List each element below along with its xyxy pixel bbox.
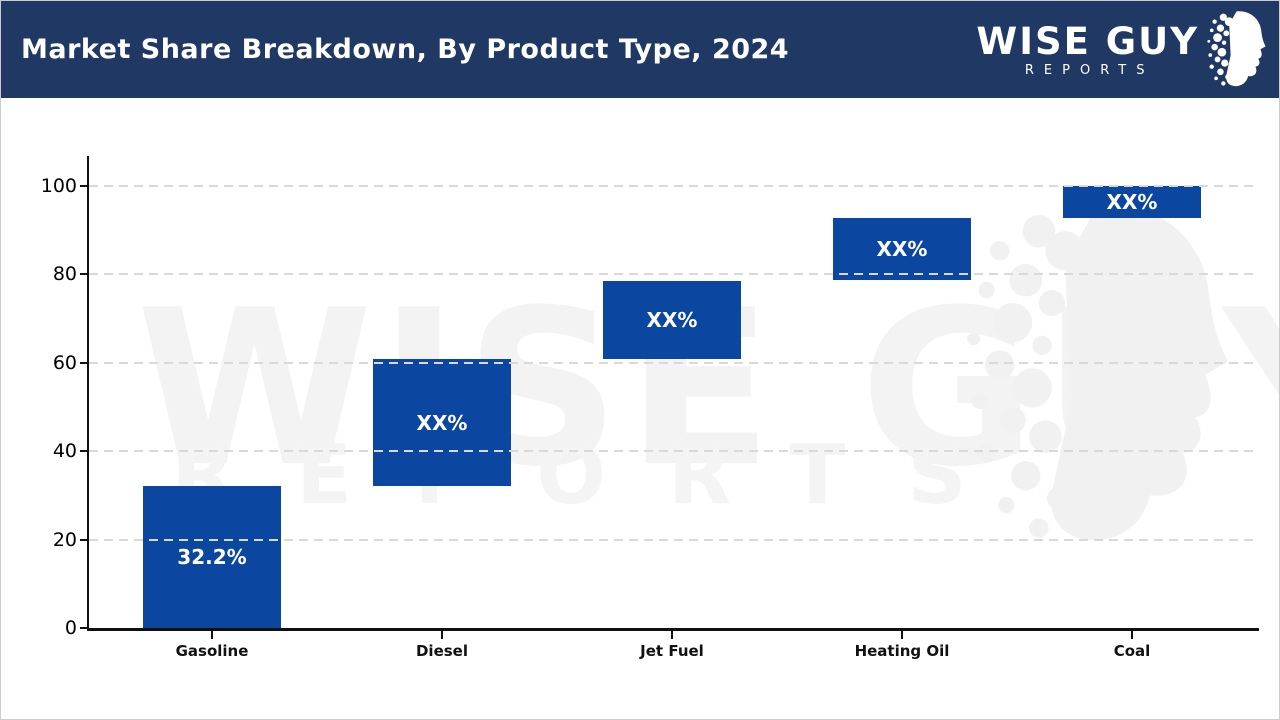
x-tick (441, 631, 443, 639)
y-tick-label: 40 (52, 440, 77, 463)
bar-jet-fuel: XX% (603, 281, 741, 360)
y-gridline (89, 450, 1259, 453)
x-tick-label: Gasoline (175, 642, 249, 660)
x-tick (901, 631, 903, 639)
watermark-face-dots-icon (967, 204, 1228, 541)
bar-value-label: XX% (876, 237, 928, 262)
y-gridline (89, 273, 1259, 276)
y-gridline (89, 538, 1259, 541)
y-tick (80, 184, 88, 187)
x-axis (87, 628, 1259, 631)
bar-heating-oil: XX% (833, 217, 971, 281)
bar-diesel: XX% (373, 359, 511, 486)
x-tick (1131, 631, 1133, 639)
y-tick-label: 100 (40, 174, 77, 197)
header-bar: Market Share Breakdown, By Product Type,… (1, 1, 1279, 98)
y-tick (80, 450, 88, 453)
x-tick (211, 631, 213, 639)
y-gridline (89, 361, 1259, 364)
bar-value-label: XX% (416, 410, 468, 435)
y-tick (80, 361, 88, 364)
y-tick-label: 20 (52, 528, 77, 551)
x-tick-label: Heating Oil (854, 642, 950, 660)
x-tick (671, 631, 673, 639)
y-tick (80, 538, 88, 541)
watermark-subtitle: REPORTS (171, 428, 1029, 523)
page-title: Market Share Breakdown, By Product Type,… (21, 34, 790, 65)
y-tick-label: 80 (52, 263, 77, 286)
y-axis (87, 156, 89, 631)
bar-value-label: 32.2% (177, 544, 247, 569)
x-tick-label: Jet Fuel (640, 642, 704, 660)
x-tick-label: Coal (1113, 642, 1151, 660)
bar-coal: XX% (1063, 185, 1201, 218)
logo-subtitle: REPORTS (1024, 62, 1155, 78)
bar-gasoline: 32.2% (143, 485, 281, 628)
y-tick (80, 627, 88, 629)
logo-face-dots-icon (1207, 10, 1266, 86)
y-tick-label: 0 (64, 617, 77, 639)
y-gridline (89, 184, 1259, 187)
x-tick-label: Diesel (415, 642, 468, 660)
y-tick (80, 273, 88, 276)
logo-text: WISE GUY REPORTS (976, 23, 1199, 77)
bar-value-label: XX% (1106, 189, 1158, 214)
wise-guy-logo: WISE GUY REPORTS (976, 10, 1279, 90)
y-tick-label: 60 (52, 351, 77, 374)
logo-wordmark: WISE GUY (976, 19, 1199, 63)
bar-value-label: XX% (646, 308, 698, 333)
